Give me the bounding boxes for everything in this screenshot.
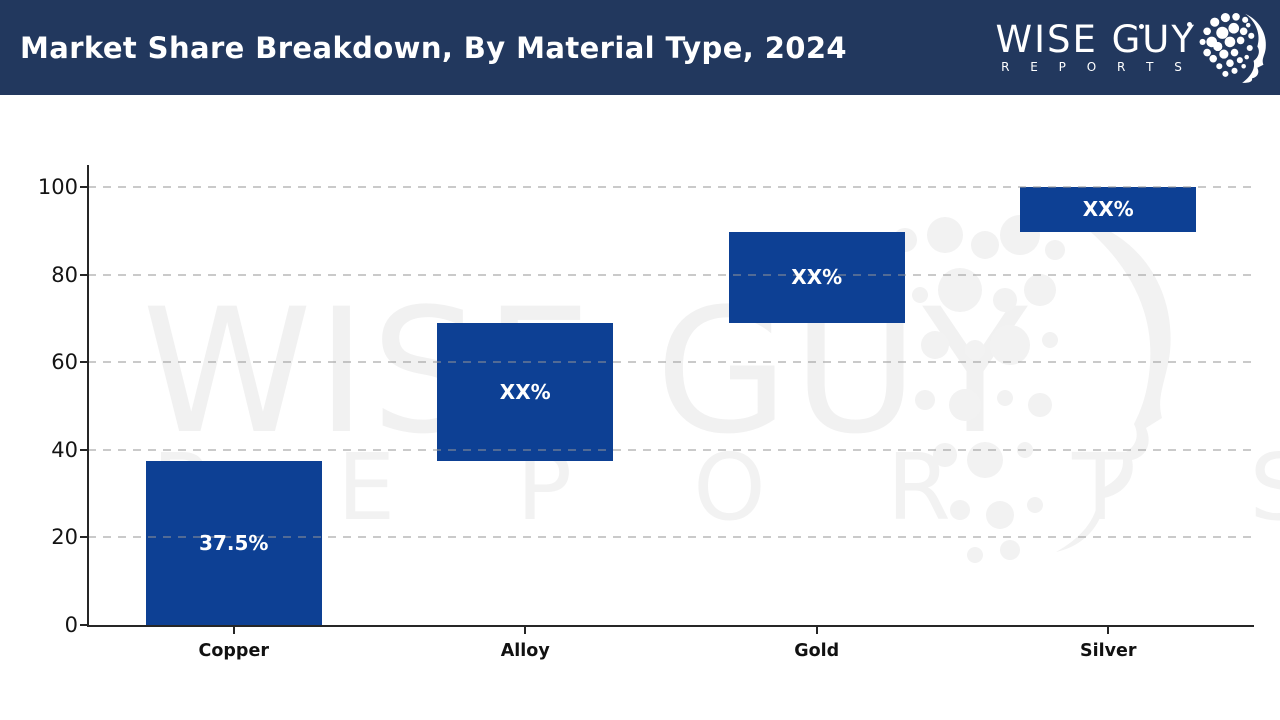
logo-interpunct-icon (1139, 23, 1144, 29)
logo-wordmark-text: WISE GUY (995, 17, 1196, 61)
x-axis-line (87, 625, 1254, 627)
x-tick (815, 627, 818, 634)
x-tick (524, 627, 527, 634)
y-tick (80, 361, 88, 364)
category-label: Copper (198, 641, 269, 661)
logo-interpunct-icon (1187, 21, 1192, 27)
y-tick (80, 186, 88, 188)
y-tick (80, 448, 88, 451)
y-tick-label: 0 (64, 613, 78, 637)
y-axis-line (87, 165, 89, 627)
y-tick (80, 273, 88, 276)
gridline (88, 186, 1258, 188)
gridline (88, 361, 1258, 364)
y-tick (80, 624, 88, 626)
category-label: Gold (794, 641, 840, 661)
category-label: Silver (1079, 641, 1137, 661)
bar-value-label: 37.5% (199, 530, 269, 555)
x-tick (232, 627, 235, 634)
bar-value-label: XX% (1082, 197, 1134, 222)
y-tick-label: 80 (51, 262, 78, 287)
y-tick (80, 536, 88, 539)
header: Market Share Breakdown, By Material Type… (0, 0, 1280, 95)
bar-value-label: XX% (791, 265, 843, 290)
y-tick-label: 60 (51, 350, 78, 375)
x-tick (1107, 627, 1110, 634)
logo-subtext: R E P O R T S (1001, 60, 1191, 75)
bar-alloy (437, 322, 614, 461)
wiseguy-logo: WISE GUY R E P O R T S (996, 5, 1268, 90)
logo-head-icon (1199, 12, 1266, 83)
y-tick-label: 100 (37, 175, 78, 199)
page-title: Market Share Breakdown, By Material Type… (20, 30, 848, 65)
bar-gold (728, 231, 905, 323)
logo-wordmark: WISE GUY R E P O R T S (995, 17, 1196, 75)
bar-copper (145, 460, 322, 625)
bar-value-label: XX% (499, 379, 551, 404)
y-tick-label: 40 (51, 437, 78, 462)
gridline (88, 273, 1258, 276)
gridline (88, 536, 1258, 539)
y-tick-label: 20 (51, 525, 78, 550)
gridline (88, 448, 1258, 451)
category-label: Alloy (500, 641, 550, 661)
